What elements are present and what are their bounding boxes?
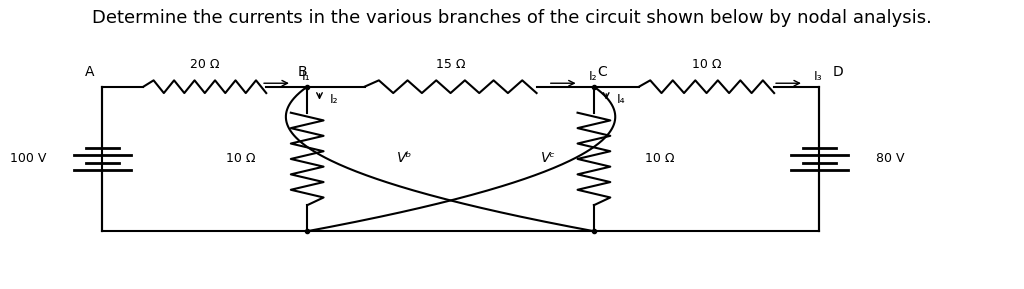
Text: Vᵇ: Vᵇ	[396, 151, 413, 164]
Text: 80 V: 80 V	[876, 153, 904, 165]
Text: 10 Ω: 10 Ω	[692, 58, 721, 71]
Text: 10 Ω: 10 Ω	[226, 153, 256, 165]
Text: 15 Ω: 15 Ω	[436, 58, 465, 71]
Text: B: B	[297, 66, 307, 79]
Text: Determine the currents in the various branches of the circuit shown below by nod: Determine the currents in the various br…	[92, 9, 932, 27]
Text: I₁: I₁	[302, 70, 310, 83]
Text: I₂: I₂	[589, 70, 597, 83]
Text: I₃: I₃	[814, 70, 822, 83]
Text: I₄: I₄	[616, 93, 625, 106]
Text: Vᶜ: Vᶜ	[541, 151, 555, 164]
Text: C: C	[597, 66, 607, 79]
Text: I₂: I₂	[330, 93, 338, 106]
Text: 10 Ω: 10 Ω	[645, 153, 675, 165]
Text: D: D	[833, 66, 843, 79]
Text: 100 V: 100 V	[9, 153, 46, 165]
Text: A: A	[85, 66, 95, 79]
Text: 20 Ω: 20 Ω	[190, 58, 219, 71]
